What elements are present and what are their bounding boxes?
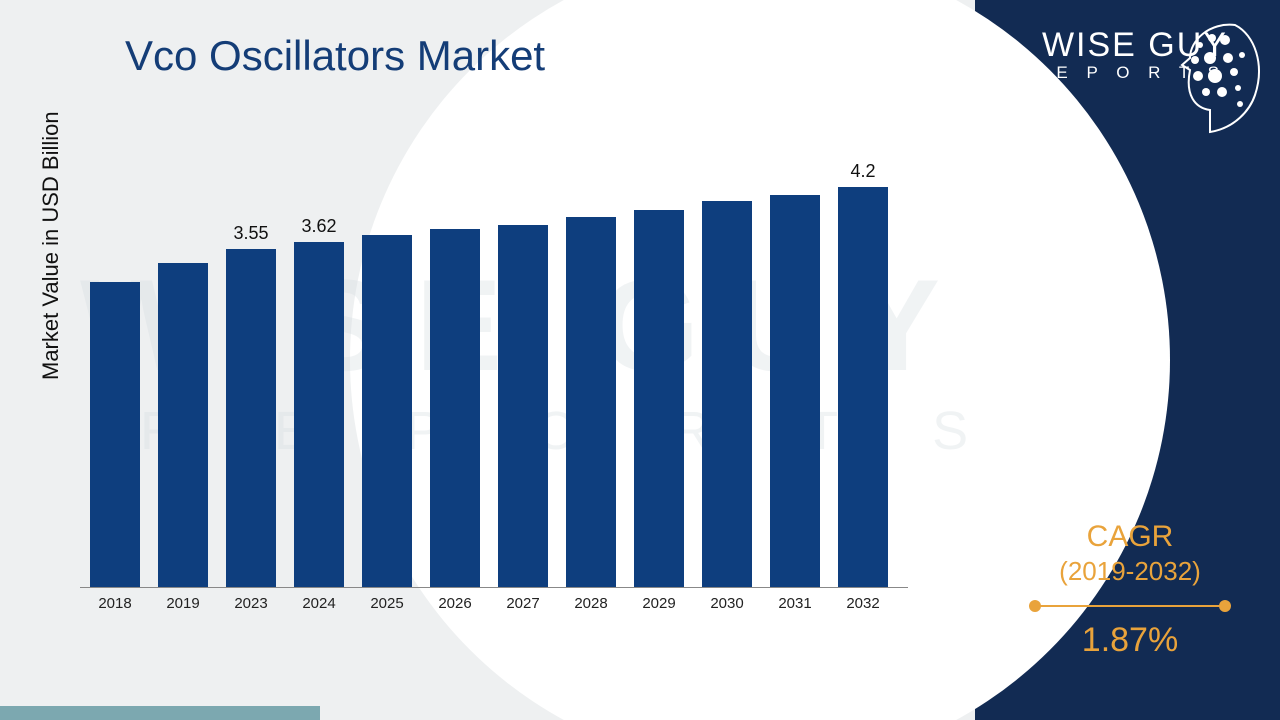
x-tick-label: 2031 (770, 595, 820, 612)
bar (158, 263, 208, 587)
bar (634, 210, 684, 587)
bar-rect (362, 235, 412, 587)
bar-rect (770, 195, 820, 587)
chart-bars-container: 3.55 3.62 4.2 (90, 167, 910, 587)
x-tick-label: 2023 (226, 595, 276, 612)
cagr-divider (1035, 605, 1225, 607)
bar (90, 282, 140, 587)
bar-rect (634, 210, 684, 587)
bar: 3.55 (226, 249, 276, 587)
bar-value-label: 3.55 (233, 223, 268, 244)
bar-value-label: 4.2 (850, 161, 875, 182)
bar-rect (294, 242, 344, 587)
chart-baseline (80, 587, 908, 588)
chart-x-labels: 2018 2019 2023 2024 2025 2026 2027 2028 2029 2030… (90, 595, 910, 612)
bar-rect (498, 225, 548, 587)
y-axis-label: Market Value in USD Billion (38, 111, 64, 380)
chart-title: Vco Oscillators Market (125, 32, 545, 80)
x-tick-label: 2030 (702, 595, 752, 612)
bar-rect (566, 217, 616, 587)
bar-value-label: 3.62 (301, 216, 336, 237)
cagr-value: 1.87% (1010, 621, 1250, 660)
bar-rect (430, 229, 480, 587)
x-tick-label: 2026 (430, 595, 480, 612)
bar (498, 225, 548, 587)
page-root: WISE GUY R E P O R T S Vco Oscillators M… (0, 0, 1280, 720)
x-tick-label: 2028 (566, 595, 616, 612)
brand-logo-main: WISE GUY (1025, 26, 1228, 65)
brand-logo-sub: R E P O R T S (1025, 63, 1226, 83)
bar-rect (226, 249, 276, 587)
x-tick-label: 2029 (634, 595, 684, 612)
bar (702, 201, 752, 587)
x-tick-label: 2027 (498, 595, 548, 612)
bar (566, 217, 616, 587)
x-tick-label: 2019 (158, 595, 208, 612)
cagr-title: CAGR (1010, 520, 1250, 554)
bar: 3.62 (294, 242, 344, 587)
bar (770, 195, 820, 587)
x-tick-label: 2018 (90, 595, 140, 612)
bar (362, 235, 412, 587)
brand-logo: WISE GUY R E P O R T S (1025, 26, 1256, 83)
cagr-box: CAGR (2019-2032) 1.87% (1010, 520, 1250, 660)
bar (430, 229, 480, 587)
x-tick-label: 2024 (294, 595, 344, 612)
bar-rect (838, 187, 888, 587)
x-tick-label: 2032 (838, 595, 888, 612)
bar-rect (158, 263, 208, 587)
cagr-period: (2019-2032) (1010, 556, 1250, 587)
x-tick-label: 2025 (362, 595, 412, 612)
bottom-accent-strip (0, 706, 320, 720)
bar-rect (90, 282, 140, 587)
bar-rect (702, 201, 752, 587)
bar: 4.2 (838, 187, 888, 587)
